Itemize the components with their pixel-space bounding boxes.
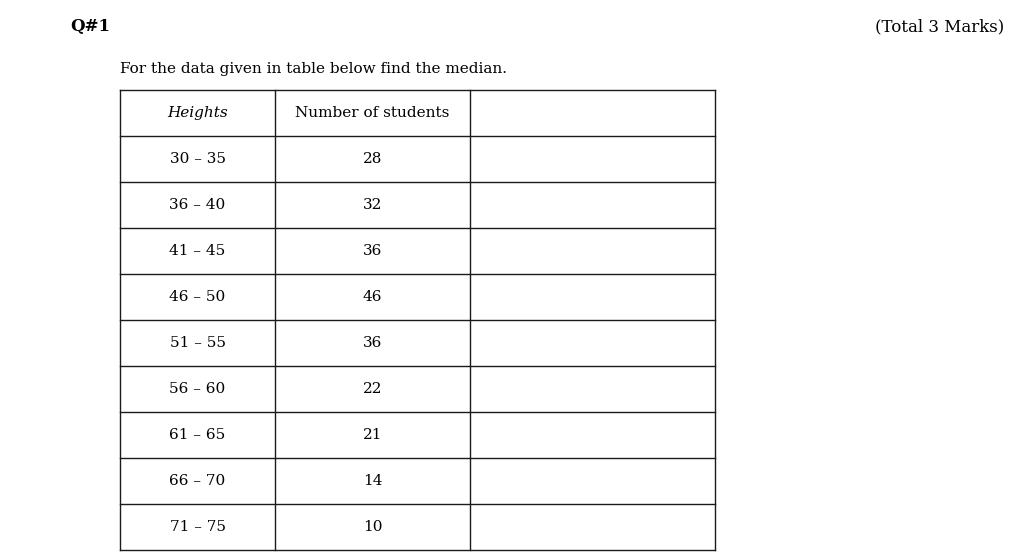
Text: 10: 10 xyxy=(362,520,382,534)
Text: For the data given in table below find the median.: For the data given in table below find t… xyxy=(120,62,507,76)
Text: 46 – 50: 46 – 50 xyxy=(169,290,225,304)
Text: 22: 22 xyxy=(362,382,382,396)
Text: 51 – 55: 51 – 55 xyxy=(170,336,225,350)
Text: 36: 36 xyxy=(362,244,382,258)
Text: 32: 32 xyxy=(362,198,382,212)
Text: Number of students: Number of students xyxy=(295,106,450,120)
Text: 14: 14 xyxy=(362,474,382,488)
Text: 30 – 35: 30 – 35 xyxy=(170,152,225,166)
Text: 28: 28 xyxy=(362,152,382,166)
Text: 21: 21 xyxy=(362,428,382,442)
Text: (Total 3 Marks): (Total 3 Marks) xyxy=(874,18,1004,35)
Text: 46: 46 xyxy=(362,290,382,304)
Text: Q#1: Q#1 xyxy=(70,18,110,35)
Text: 36: 36 xyxy=(362,336,382,350)
Text: 56 – 60: 56 – 60 xyxy=(169,382,225,396)
Text: 66 – 70: 66 – 70 xyxy=(169,474,225,488)
Text: Heights: Heights xyxy=(167,106,228,120)
Text: 36 – 40: 36 – 40 xyxy=(169,198,225,212)
Text: 71 – 75: 71 – 75 xyxy=(170,520,225,534)
Text: 41 – 45: 41 – 45 xyxy=(169,244,225,258)
Text: 61 – 65: 61 – 65 xyxy=(169,428,225,442)
